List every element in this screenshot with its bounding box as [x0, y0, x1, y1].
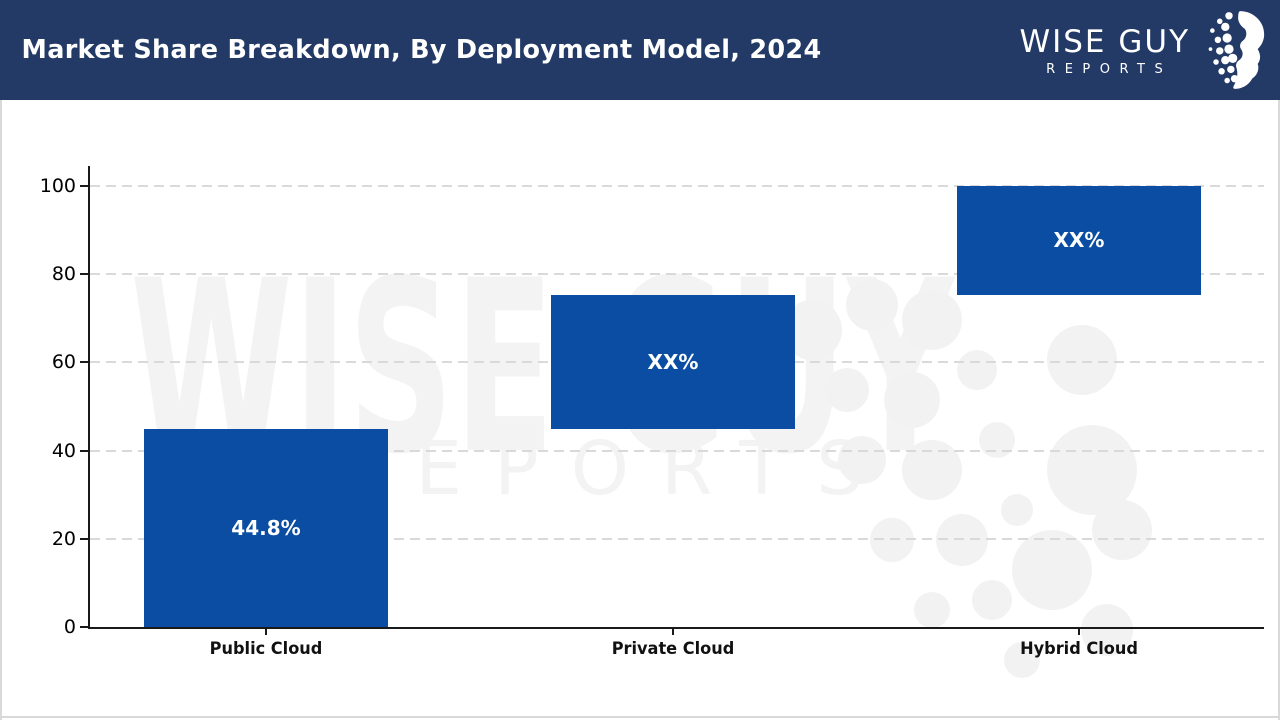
y-tick-mark-60: [80, 361, 88, 364]
y-tick-mark-80: [80, 273, 88, 276]
gridline-40: [90, 449, 1264, 452]
x-tick-mark-3: [1078, 629, 1080, 635]
logo-name: WISE GUY: [1019, 23, 1190, 60]
bottom-border-line: [2, 716, 1280, 718]
y-axis-spine: [88, 166, 90, 629]
gridline-100: [90, 185, 1264, 187]
bar-value-label: 44.8%: [231, 516, 301, 541]
y-tick-label-100: 100: [39, 175, 76, 197]
y-tick-mark-20: [80, 537, 88, 540]
chart-canvas: WISE GUY REPORTS 44.8% XX% XX% 0 20 40 60 80 10…: [0, 100, 1280, 720]
gridline-20: [90, 537, 1264, 540]
bar-private-cloud: XX%: [551, 294, 795, 430]
x-tick-label-public-cloud: Public Cloud: [209, 639, 323, 659]
dotted-head-icon: [1208, 11, 1265, 89]
wise-guy-reports-logo: WISE GUY REPORTS: [1019, 8, 1266, 92]
bar-value-label: XX%: [647, 350, 699, 375]
y-tick-label-40: 40: [51, 439, 76, 462]
x-tick-mark-1: [265, 629, 267, 635]
y-tick-label-60: 60: [51, 351, 76, 374]
logo-subtitle: REPORTS: [1046, 61, 1173, 77]
y-tick-label-80: 80: [51, 263, 76, 286]
y-tick-mark-100: [80, 185, 88, 187]
x-tick-label-hybrid-cloud: Hybrid Cloud: [1020, 639, 1138, 659]
page-title: Market Share Breakdown, By Deployment Mo…: [21, 35, 822, 65]
gridline-80: [90, 273, 1264, 276]
bar-hybrid-cloud: XX%: [957, 186, 1201, 295]
y-tick-label-20: 20: [51, 527, 76, 550]
logo-text: WISE GUY REPORTS: [1019, 24, 1190, 77]
x-tick-label-private-cloud: Private Cloud: [611, 639, 735, 659]
watermark-subtitle: REPORTS: [332, 426, 896, 512]
y-tick-mark-40: [80, 449, 88, 452]
x-axis-spine: [88, 627, 1264, 629]
y-tick-mark-0: [80, 626, 88, 628]
x-tick-mark-2: [672, 629, 674, 635]
y-tick-label-0: 0: [63, 616, 76, 638]
bar-value-label: XX%: [1053, 228, 1105, 253]
header-bar: Market Share Breakdown, By Deployment Mo…: [0, 0, 1280, 100]
bar-public-cloud: 44.8%: [144, 429, 388, 627]
